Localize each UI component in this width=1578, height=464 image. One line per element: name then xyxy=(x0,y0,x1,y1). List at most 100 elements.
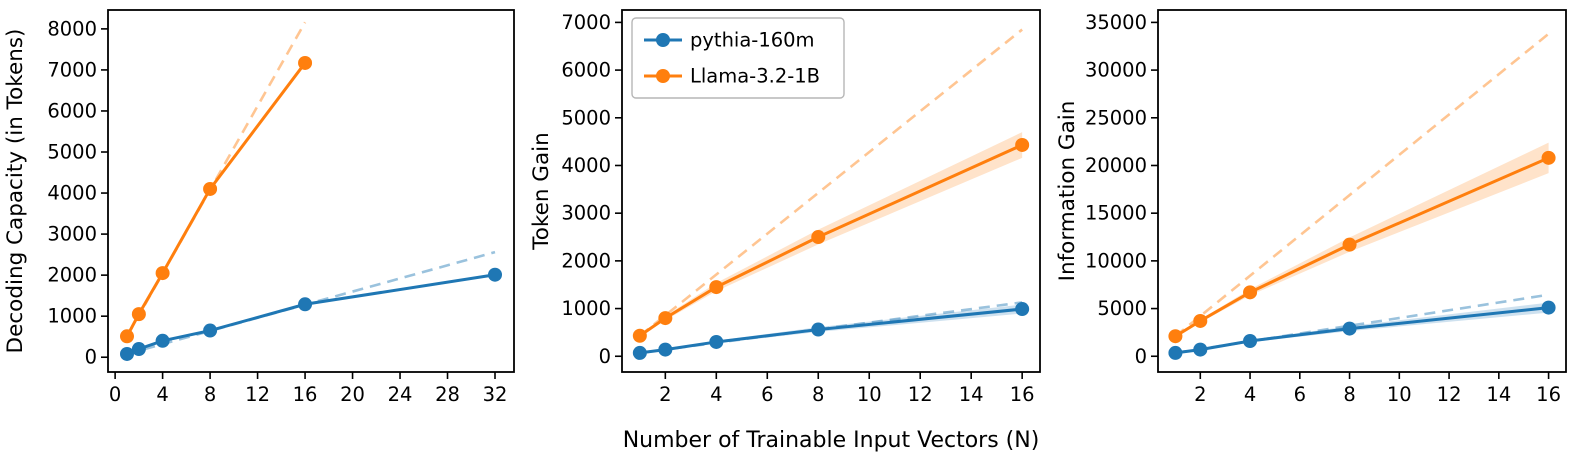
y-tick-label: 4000 xyxy=(561,154,611,177)
y-tick-label: 5000 xyxy=(561,106,611,129)
subplot-information-gain: 2 4 6 8 10 12 14 16 0 5000 10000 15000 20000 25000 300… xyxy=(1052,0,1578,434)
x-tick-label: 10 xyxy=(857,383,882,406)
data-point-marker xyxy=(811,322,826,337)
data-point-marker xyxy=(298,297,313,312)
x-tick-label: 6 xyxy=(761,383,773,406)
data-point-marker xyxy=(203,323,218,338)
x-tick-label: 2 xyxy=(1194,383,1206,406)
x-tick-label: 16 xyxy=(293,383,318,406)
x-tick-label: 4 xyxy=(1244,383,1256,406)
data-point-marker xyxy=(1243,285,1258,300)
y-tick-label: 20000 xyxy=(1085,154,1147,177)
y-axis-label: Token Gain xyxy=(529,132,554,250)
y-tick-label: 7000 xyxy=(47,58,97,81)
data-point-marker xyxy=(155,333,170,348)
data-point-marker xyxy=(1193,313,1208,328)
legend-marker xyxy=(656,33,670,47)
y-tick-label: 0 xyxy=(85,346,97,369)
x-tick-label: 14 xyxy=(1486,383,1511,406)
x-tick-label: 8 xyxy=(1343,383,1355,406)
x-tick-label: 16 xyxy=(1536,383,1561,406)
x-tick-label: 12 xyxy=(245,383,270,406)
y-tick-label: 8000 xyxy=(47,17,97,40)
data-point-marker xyxy=(1193,342,1208,357)
data-point-marker xyxy=(1342,321,1357,336)
plot-area xyxy=(119,21,503,361)
x-tick-label: 4 xyxy=(710,383,722,406)
y-tick-label: 2000 xyxy=(47,264,97,287)
y-tick-label: 3000 xyxy=(561,202,611,225)
y-tick-label: 6000 xyxy=(47,99,97,122)
x-tick-label: 0 xyxy=(109,383,121,406)
x-tick-label: 14 xyxy=(959,383,984,406)
y-tick-label: 5000 xyxy=(1097,297,1147,320)
data-point-marker xyxy=(203,181,218,196)
x-tick-label: 2 xyxy=(659,383,671,406)
plot-area xyxy=(632,28,1030,360)
ideal-scaling-dashed-line xyxy=(639,28,1023,337)
data-point-marker xyxy=(1541,300,1556,315)
data-point-marker xyxy=(298,55,313,70)
chart-decoding-capacity: 0 4 8 12 16 20 24 28 32 0 1000 2000 3000 4000 5000 6000… xyxy=(3,9,515,406)
data-point-marker xyxy=(632,328,647,343)
x-tick-label: 32 xyxy=(483,383,508,406)
x-tick-label: 12 xyxy=(908,383,933,406)
data-point-marker xyxy=(155,266,170,281)
x-tick-label: 16 xyxy=(1010,383,1035,406)
data-point-marker xyxy=(658,311,673,326)
confidence-band xyxy=(639,132,1023,337)
x-tick-label: 4 xyxy=(156,383,168,406)
y-tick-label: 10000 xyxy=(1085,249,1147,272)
x-tick-label: 24 xyxy=(388,383,413,406)
ideal-scaling-dashed-line xyxy=(1174,32,1550,338)
series-line xyxy=(125,273,497,356)
y-axis-label: Decoding Capacity (in Tokens) xyxy=(3,29,28,354)
data-point-marker xyxy=(1342,237,1357,252)
y-tick-label: 2000 xyxy=(561,249,611,272)
legend-label: pythia-160m xyxy=(690,29,815,52)
y-tick-label: 1000 xyxy=(47,305,97,328)
y-tick-label: 7000 xyxy=(561,11,611,34)
axes-frame xyxy=(621,9,1041,373)
data-point-marker xyxy=(1015,137,1030,152)
y-tick-label: 0 xyxy=(1135,345,1147,368)
data-point-marker xyxy=(632,345,647,360)
data-point-marker xyxy=(1243,333,1258,348)
series-line xyxy=(1173,306,1551,355)
x-tick-label: 20 xyxy=(340,383,365,406)
data-point-marker xyxy=(119,346,134,361)
data-point-marker xyxy=(131,307,146,322)
y-tick-label: 4000 xyxy=(47,182,97,205)
y-tick-label: 5000 xyxy=(47,141,97,164)
data-point-marker xyxy=(709,334,724,349)
chart-information-gain: 2 4 6 8 10 12 14 16 0 5000 10000 15000 20000 25000 300… xyxy=(1055,9,1567,406)
data-point-marker xyxy=(119,329,134,344)
legend-label: Llama-3.2-1B xyxy=(690,65,820,88)
data-point-marker xyxy=(1168,329,1183,344)
y-tick-label: 25000 xyxy=(1085,106,1147,129)
axes-frame xyxy=(1157,9,1567,373)
data-point-marker xyxy=(1015,302,1030,317)
y-tick-label: 0 xyxy=(599,345,611,368)
legend-box xyxy=(631,17,845,99)
x-tick-label: 8 xyxy=(204,383,216,406)
subplot-row: 0 4 8 12 16 20 24 28 32 0 1000 2000 3000 4000 5000 6000… xyxy=(0,0,1578,434)
subplot-decoding-capacity: 0 4 8 12 16 20 24 28 32 0 1000 2000 3000 4000 5000 6000… xyxy=(0,0,526,434)
data-point-marker xyxy=(1541,150,1556,165)
chart-token-gain: 2 4 6 8 10 12 14 16 0 1000 2000 3000 4000 5000 6000 700… xyxy=(529,9,1041,406)
data-point-marker xyxy=(811,230,826,245)
subplot-token-gain: 2 4 6 8 10 12 14 16 0 1000 2000 3000 4000 5000 6000 700… xyxy=(526,0,1052,434)
y-axis-label: Information Gain xyxy=(1055,101,1080,282)
data-point-marker xyxy=(709,280,724,295)
x-tick-label: 28 xyxy=(435,383,460,406)
plot-area xyxy=(1168,32,1556,360)
x-tick-label: 12 xyxy=(1437,383,1462,406)
data-point-marker xyxy=(488,267,503,282)
x-tick-label: 6 xyxy=(1294,383,1306,406)
data-point-marker xyxy=(131,342,146,357)
x-tick-label: 10 xyxy=(1387,383,1412,406)
legend: pythia-160m Llama-3.2-1B xyxy=(631,17,845,99)
y-tick-label: 1000 xyxy=(561,297,611,320)
y-tick-label: 35000 xyxy=(1085,11,1147,34)
